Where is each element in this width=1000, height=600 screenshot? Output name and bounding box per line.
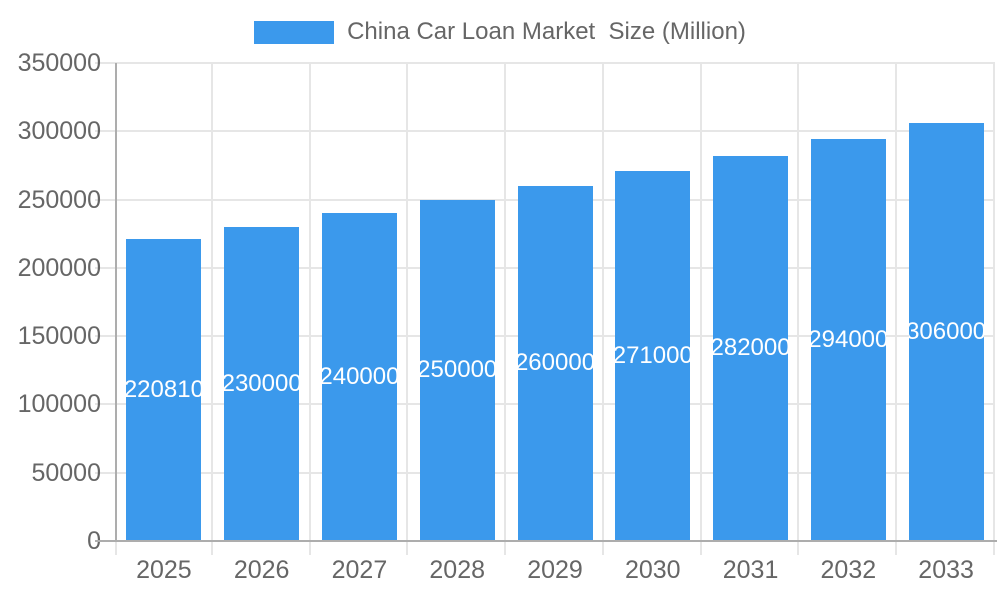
y-tick-label: 150000	[17, 322, 101, 351]
legend-color-swatch	[254, 20, 335, 44]
x-gridline	[308, 63, 311, 541]
x-axis-tick	[115, 541, 117, 555]
y-tick-label: 50000	[31, 458, 101, 487]
bar[interactable]: 260000	[517, 185, 593, 541]
y-axis-tick	[95, 198, 115, 201]
plot-area: 220810 230000 240000 250000 260000 271000 2820…	[95, 62, 997, 555]
x-axis-tick	[308, 541, 311, 555]
x-gridline	[699, 63, 702, 541]
y-gridline	[115, 130, 995, 133]
x-tick-label: 2032	[820, 556, 877, 584]
x-tick-label: 2025	[136, 556, 192, 584]
bar-value-label: 230000	[224, 369, 300, 397]
x-axis-tick	[504, 541, 507, 555]
x-gridline	[993, 63, 995, 541]
bar-value-label: 282000	[713, 334, 789, 362]
y-axis-line	[115, 63, 117, 541]
x-gridline	[895, 63, 898, 541]
y-tick-label: 200000	[17, 253, 101, 282]
bar[interactable]: 306000	[908, 123, 984, 541]
legend-label: China Car Loan Market Size (Million)	[347, 18, 746, 45]
y-axis-tick	[95, 403, 115, 406]
x-tick-label: 2030	[624, 556, 681, 584]
bar-value-label: 240000	[321, 363, 397, 391]
x-axis-tick	[797, 541, 800, 555]
x-axis-tick	[210, 541, 213, 555]
x-gridline	[504, 63, 507, 541]
x-tick-label: 2028	[429, 556, 486, 584]
bar[interactable]: 282000	[713, 155, 789, 541]
y-tick-label: 100000	[17, 390, 101, 419]
x-gridline	[797, 63, 800, 541]
bar-value-label: 294000	[810, 326, 886, 354]
bar-value-label: 271000	[615, 341, 691, 369]
bar-value-label: 220810	[126, 376, 202, 404]
x-tick-label: 2029	[527, 556, 583, 584]
x-gridline	[406, 63, 409, 541]
y-axis-tick	[95, 62, 115, 64]
y-axis-tick	[95, 471, 115, 474]
x-axis-tick	[993, 541, 995, 555]
x-tick-label: 2031	[722, 556, 779, 584]
y-tick-label: 350000	[17, 49, 101, 77]
y-tick-label: 0	[0, 526, 101, 556]
bar-value-label: 260000	[517, 349, 593, 377]
y-axis-tick	[95, 335, 115, 338]
y-gridline	[115, 62, 995, 64]
bar[interactable]: 294000	[810, 139, 886, 541]
x-axis-line	[95, 540, 997, 542]
x-tick-label: 2033	[918, 556, 974, 584]
x-axis-tick	[601, 541, 604, 555]
x-tick-label: 2027	[331, 556, 388, 584]
x-gridline	[601, 63, 604, 541]
bar-value-label: 306000	[908, 318, 984, 346]
bar-value-label: 250000	[419, 356, 495, 384]
y-tick-label: 250000	[17, 185, 101, 214]
y-tick-label: 300000	[17, 117, 101, 146]
x-gridline	[210, 63, 213, 541]
x-tick-label: 2026	[233, 556, 290, 584]
bar[interactable]: 250000	[419, 199, 495, 541]
legend-item[interactable]: China Car Loan Market Size (Million)	[0, 18, 1000, 46]
x-axis-tick	[406, 541, 409, 555]
y-axis-tick	[95, 130, 115, 133]
y-axis-tick	[95, 266, 115, 269]
x-axis-tick	[699, 541, 702, 555]
bar[interactable]: 271000	[615, 170, 691, 541]
bar[interactable]: 240000	[321, 213, 397, 541]
bar[interactable]: 230000	[224, 226, 300, 541]
x-axis-tick	[895, 541, 898, 555]
bar[interactable]: 220810	[126, 239, 202, 541]
